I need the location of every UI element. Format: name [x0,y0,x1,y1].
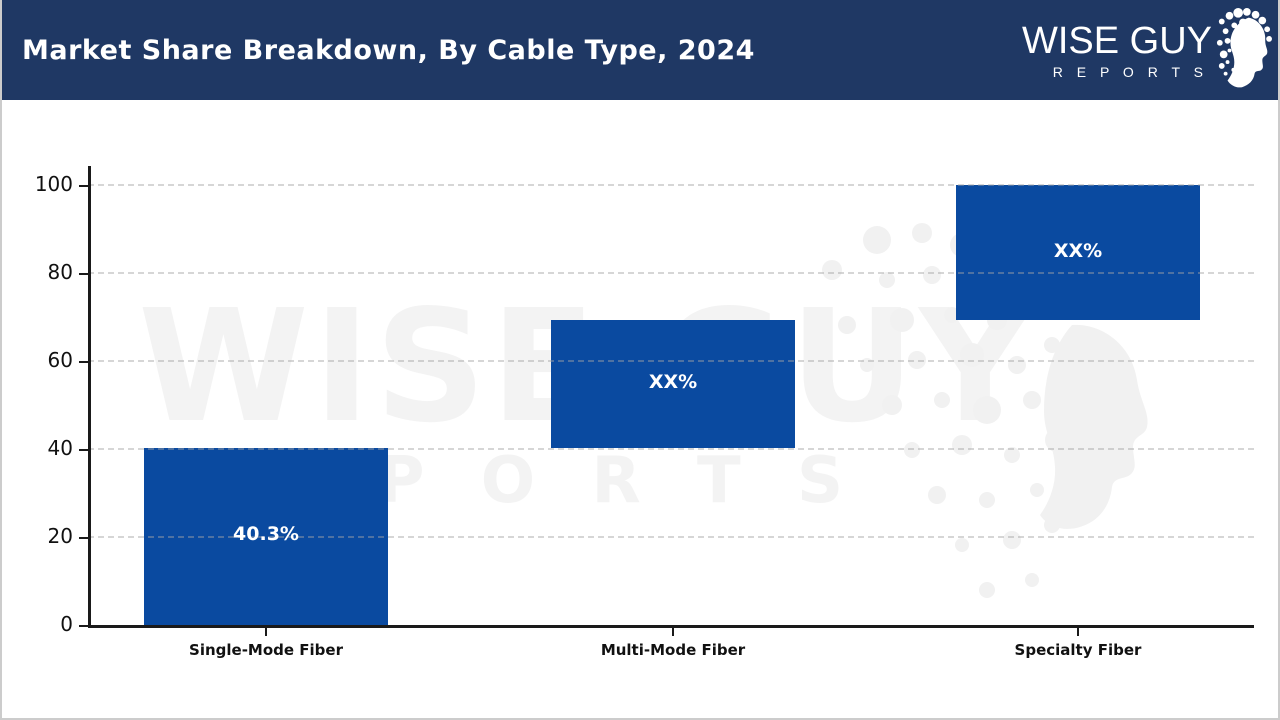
gridline [88,184,1254,186]
wiseguy-head-icon [1216,8,1272,88]
y-tick-label: 40 [47,436,73,460]
y-tick-label: 100 [34,172,73,196]
y-axis-line [88,166,91,628]
bar-segment [956,185,1200,321]
y-tick-mark [79,185,88,187]
bar-label: XX% [648,370,698,393]
y-tick-label: 60 [47,348,73,372]
bar-segment [551,320,795,448]
y-tick-mark [79,537,88,539]
gridline [88,360,1254,362]
bar-label: 40.3% [233,523,299,546]
x-tick-label: Multi-Mode Fiber [600,641,746,659]
x-tick-mark [265,628,267,636]
y-tick-mark [79,625,88,627]
x-tick-label: Specialty Fiber [1014,641,1142,659]
y-tick-label: 20 [47,524,73,548]
bar-label: XX% [1053,239,1103,262]
gridline [88,448,1254,450]
y-tick-mark [79,361,88,363]
y-tick-mark [79,273,88,275]
chart-title: Market Share Breakdown, By Cable Type, 2… [22,34,755,66]
wiseguy-logo: WISE GUY R E P O R T S [1021,4,1274,96]
gridline [88,536,1254,538]
header-bar: Market Share Breakdown, By Cable Type, 2… [2,0,1278,100]
x-tick-mark [672,628,674,636]
y-tick-label: 80 [47,260,73,284]
gridline [88,272,1254,274]
logo-wordmark: WISE GUY [1021,20,1212,62]
x-tick-mark [1077,628,1079,636]
x-axis-line [88,625,1254,628]
logo-subtext: R E P O R T S [1052,64,1208,80]
x-tick-label: Single-Mode Fiber [189,641,343,659]
y-tick-label: 0 [60,612,73,636]
bar-segment [144,447,388,625]
y-tick-mark [79,449,88,451]
